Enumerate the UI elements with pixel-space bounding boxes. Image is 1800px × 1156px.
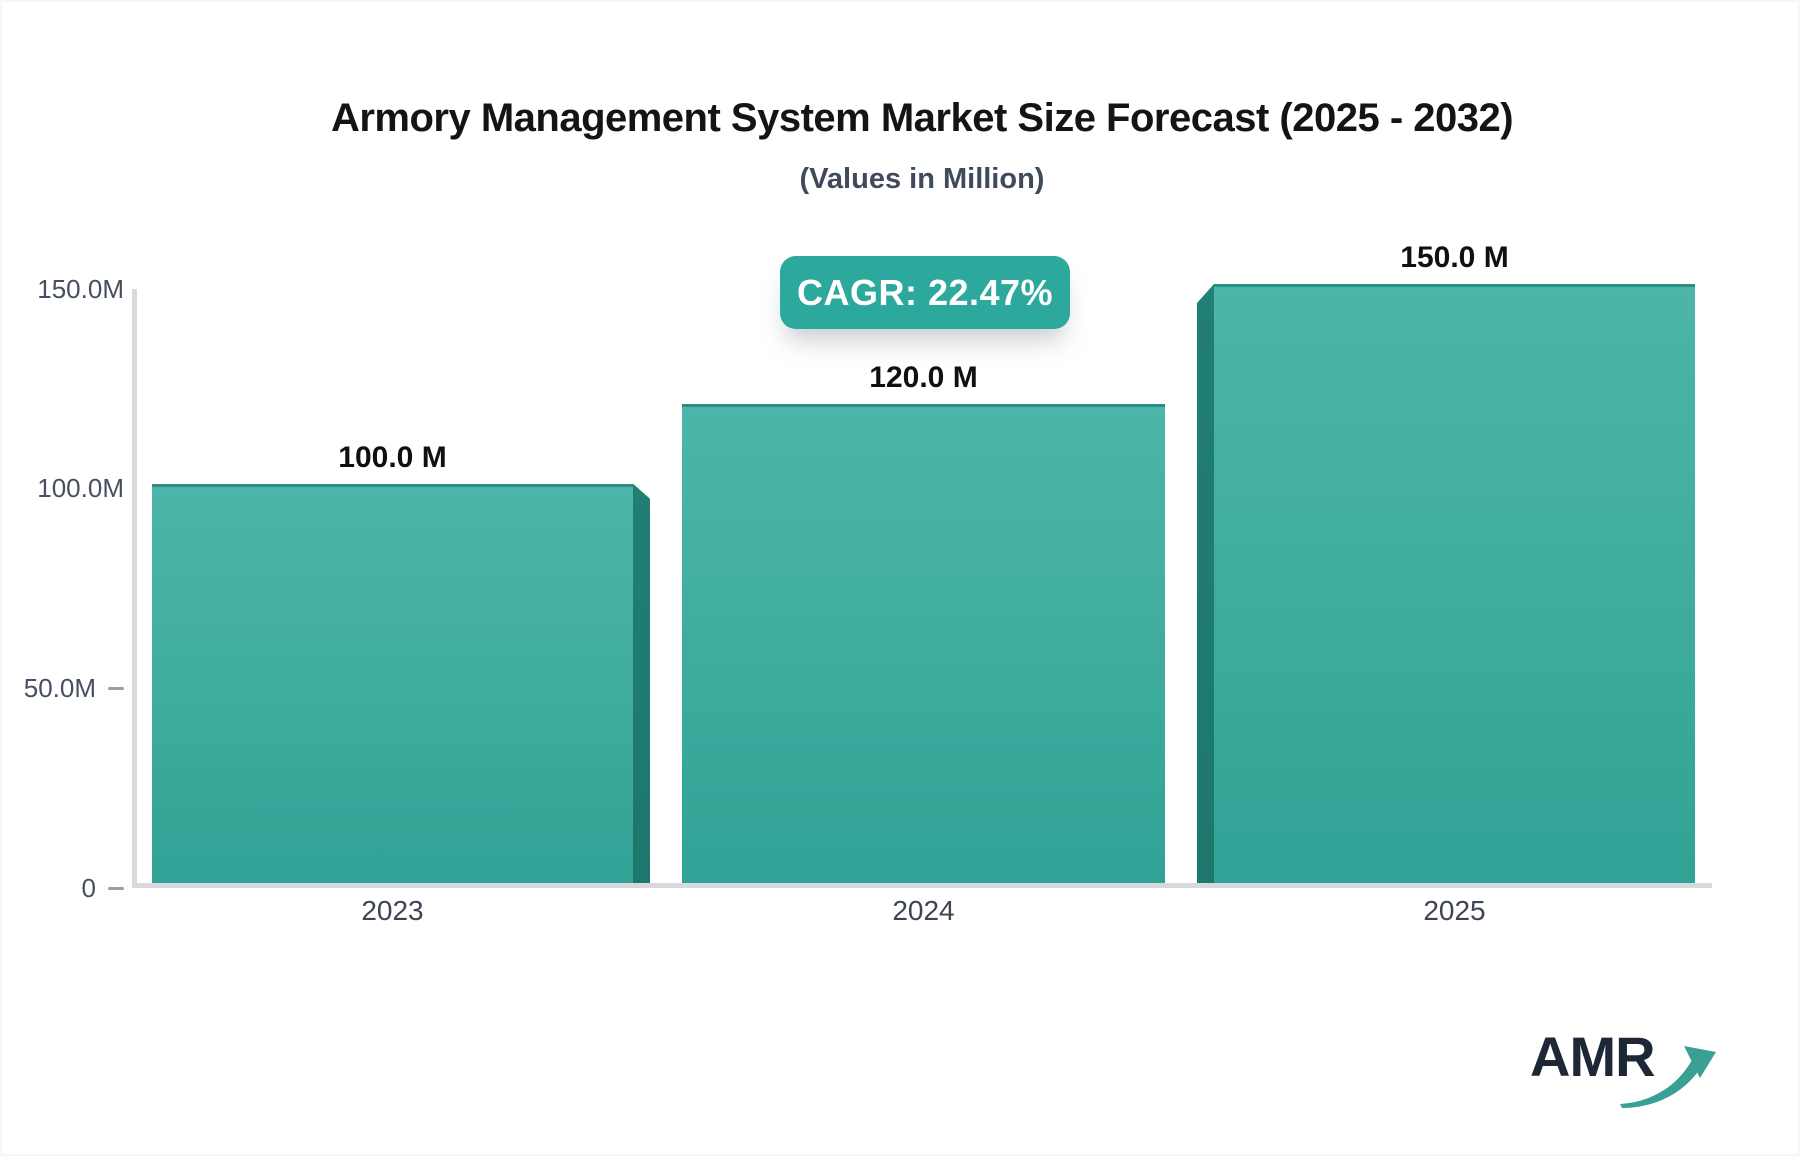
bar-2025: 150.0 M [1197, 241, 1695, 883]
amr-logo-text: AMR [1530, 1025, 1656, 1088]
amr-logo: AMR [1530, 1024, 1716, 1114]
x-label-2024: 2024 [892, 895, 955, 926]
chart-title: Armory Management System Market Size For… [330, 96, 1514, 140]
y-tick-label: 150.0M [37, 273, 124, 304]
plot-area: 150.0M 100.0M 50.0M 0 100.0 M 120.0 M 15… [24, 241, 1712, 926]
y-tick-100: 100.0M [37, 473, 124, 504]
bar-2023-value-label: 100.0 M [338, 440, 447, 474]
bar-2025-body [1214, 284, 1695, 883]
chart-header: Armory Management System Market Size For… [132, 2, 1712, 196]
x-label-2025: 2025 [1423, 895, 1486, 926]
y-tick-label: 50.0M [23, 672, 96, 703]
bar-2025-3d-side [1197, 284, 1214, 883]
tick-dash [108, 886, 124, 890]
bar-2023-3d-side [633, 483, 650, 883]
y-tick-0: 0 [82, 873, 124, 903]
bar-2025-value-label: 150.0 M [1400, 241, 1509, 274]
bar-2024-value-label: 120.0 M [869, 360, 978, 394]
x-label-2023: 2023 [361, 895, 424, 926]
bar-2024: 120.0 M [682, 361, 1165, 883]
bar-2023: 100.0 M [152, 441, 650, 883]
y-tick-150: 150.0M [37, 274, 124, 304]
growth-arrow-icon [1620, 1046, 1716, 1108]
tick-dash [108, 686, 124, 690]
bar-2024-body [682, 403, 1165, 883]
bar-2023-body [152, 483, 633, 883]
chart-subtitle: (Values in Million) [799, 163, 1045, 195]
y-tick-label: 100.0M [37, 473, 124, 504]
cagr-badge: CAGR: 22.47% [780, 256, 1070, 329]
y-tick-label: 0 [81, 872, 96, 903]
y-tick-50: 50.0M [24, 673, 124, 703]
